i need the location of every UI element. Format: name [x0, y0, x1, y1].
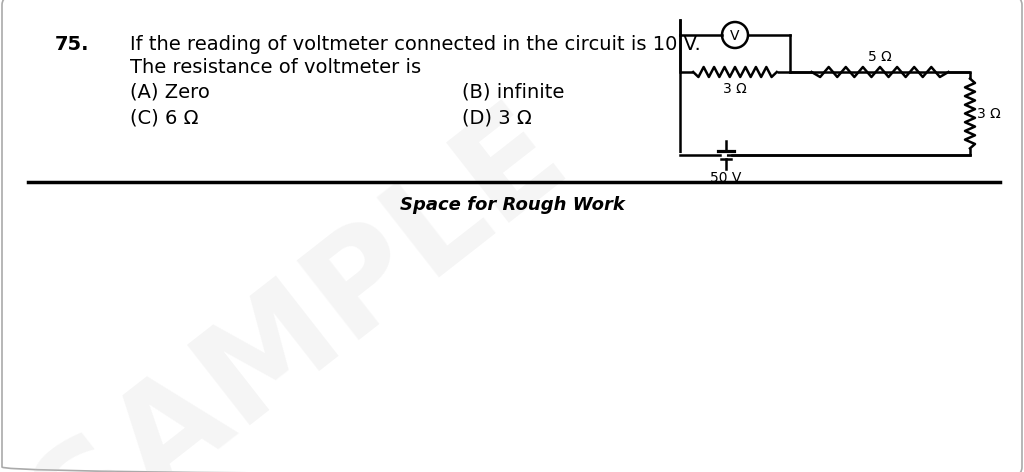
Text: 3 Ω: 3 Ω	[977, 107, 1000, 120]
Text: (A) Zero: (A) Zero	[130, 83, 210, 102]
Text: SAMPLE: SAMPLE	[10, 83, 590, 472]
Text: (D) 3 Ω: (D) 3 Ω	[462, 108, 531, 127]
Text: If the reading of voltmeter connected in the circuit is 10 V.: If the reading of voltmeter connected in…	[130, 35, 700, 54]
Text: Space for Rough Work: Space for Rough Work	[399, 196, 625, 214]
Text: 50 V: 50 V	[711, 171, 741, 185]
Text: V: V	[730, 29, 739, 43]
Text: The resistance of voltmeter is: The resistance of voltmeter is	[130, 58, 421, 77]
Text: (C) 6 Ω: (C) 6 Ω	[130, 108, 199, 127]
Text: 5 Ω: 5 Ω	[868, 50, 892, 64]
Text: 3 Ω: 3 Ω	[723, 82, 746, 96]
Text: 75.: 75.	[55, 35, 89, 54]
Text: (B) infinite: (B) infinite	[462, 83, 564, 102]
